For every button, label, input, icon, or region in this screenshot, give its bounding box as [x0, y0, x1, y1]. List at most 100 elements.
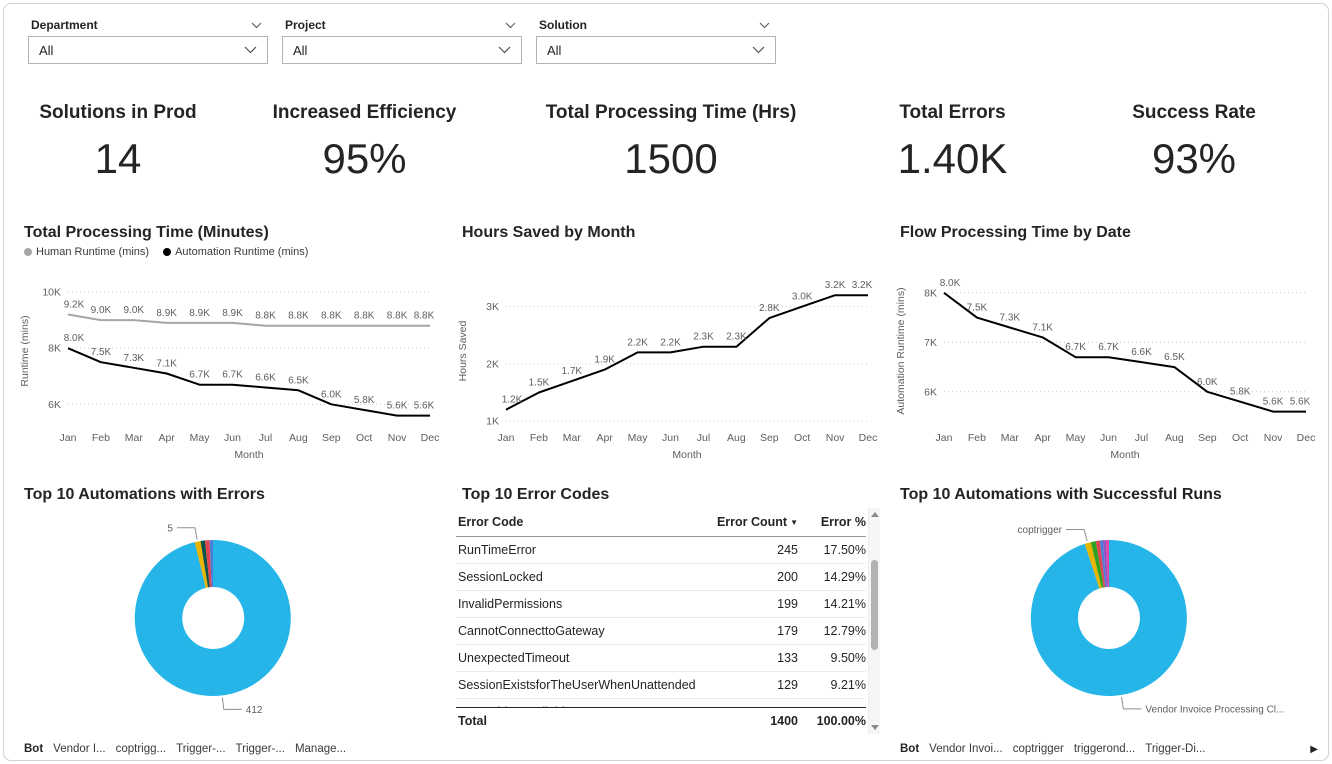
svg-text:Jan: Jan — [936, 432, 953, 444]
legend-item[interactable]: coptrigg... — [115, 743, 167, 755]
table-scrollbar[interactable] — [868, 508, 880, 734]
department-filter-select[interactable]: All — [28, 36, 268, 64]
svg-text:8.8K: 8.8K — [387, 311, 408, 322]
column-header-error-count[interactable]: Error Count ▼ — [716, 515, 798, 529]
svg-text:8K: 8K — [924, 287, 937, 299]
chart-legend: Human Runtime (mins) Automation Runtime (… — [18, 244, 442, 260]
svg-text:7.1K: 7.1K — [156, 359, 177, 370]
scroll-down-icon[interactable] — [871, 725, 879, 730]
svg-text:2.8K: 2.8K — [759, 303, 780, 314]
table-row[interactable]: InvalidPermissions 199 14.21% — [456, 591, 866, 618]
svg-text:8.8K: 8.8K — [321, 311, 342, 322]
table-row[interactable]: SessionExistsforTheUserWhenUnattended 129… — [456, 672, 866, 699]
kpi-value: 1500 — [624, 135, 718, 182]
sort-descending-icon: ▼ — [790, 518, 798, 527]
kpi-total-processing-time: Total Processing Time (Hrs) 1500 — [521, 102, 821, 180]
project-filter-select[interactable]: All — [282, 36, 522, 64]
svg-text:2K: 2K — [486, 358, 499, 370]
legend-item[interactable]: triggerond... — [1073, 743, 1136, 755]
svg-text:5.6K: 5.6K — [1263, 397, 1284, 408]
kpi-title: Success Rate — [1132, 102, 1256, 123]
kpi-title: Total Processing Time (Hrs) — [545, 102, 797, 123]
legend-item[interactable]: Automation Runtime (mins) — [163, 246, 308, 258]
legend-item[interactable]: Human Runtime (mins) — [24, 246, 149, 258]
svg-text:6.5K: 6.5K — [1164, 352, 1185, 363]
table-row[interactable]: CannotConnecttoGateway 179 12.79% — [456, 618, 866, 645]
legend-item[interactable]: Vendor Invoi... — [929, 743, 1003, 755]
svg-text:Jun: Jun — [224, 432, 241, 444]
table-row[interactable]: RunTimeError 245 17.50% — [456, 537, 866, 564]
svg-text:Jul: Jul — [259, 432, 272, 444]
line-chart-total-processing-time[interactable]: 6K 8K 10K Jan Feb Mar Apr May Jun Jul Aug Sep Oct Nov… — [18, 260, 442, 462]
svg-text:Oct: Oct — [794, 432, 810, 444]
filter-project: Project All — [282, 14, 522, 64]
line-chart-hours-saved[interactable]: 1K 2K 3K Jan Feb Mar Apr May Jun Jul Aug Sep Oct Nov D… — [456, 260, 880, 462]
filter-project-header: Project — [282, 14, 522, 36]
donut-automations-with-successful-runs: Top 10 Automations with Successful Runs … — [894, 486, 1318, 759]
chevron-down-icon[interactable] — [251, 22, 262, 29]
error-codes-table: Error Code Error Count ▼ Error % RunTimeE… — [456, 508, 880, 734]
svg-text:9.0K: 9.0K — [91, 305, 112, 316]
svg-text:Jan: Jan — [60, 432, 77, 444]
svg-text:Aug: Aug — [1165, 432, 1184, 444]
svg-text:Hours Saved: Hours Saved — [457, 320, 469, 381]
chevron-down-icon[interactable] — [759, 22, 770, 29]
svg-text:1.7K: 1.7K — [562, 366, 583, 377]
svg-text:1.5K: 1.5K — [529, 378, 550, 389]
legend-dot-icon — [24, 248, 32, 256]
chevron-down-icon — [752, 46, 765, 54]
legend-next-icon[interactable]: ▶ — [1310, 743, 1318, 755]
column-header-error-pct[interactable]: Error % — [820, 515, 866, 529]
legend-item[interactable]: Vendor I... — [53, 743, 106, 755]
table-row[interactable]: UnexpectedTimeout 133 9.50% — [456, 645, 866, 672]
chevron-down-icon[interactable] — [505, 22, 516, 29]
legend-item[interactable]: Trigger-Di... — [1145, 743, 1206, 755]
table-total-row: Total 1400 100.00% — [456, 707, 866, 734]
svg-text:9.0K: 9.0K — [124, 305, 145, 316]
svg-text:May: May — [628, 432, 649, 444]
svg-text:8.8K: 8.8K — [414, 311, 435, 322]
svg-text:6K: 6K — [48, 399, 61, 411]
svg-text:3.2K: 3.2K — [852, 280, 873, 291]
svg-text:6.6K: 6.6K — [1131, 347, 1152, 358]
table-row[interactable]: NoMachineAvailable1007.14% — [456, 699, 866, 707]
svg-text:Jun: Jun — [662, 432, 679, 444]
svg-text:5.8K: 5.8K — [1230, 387, 1251, 398]
legend-item[interactable]: Trigger-... — [235, 743, 285, 755]
chart-title: Hours Saved by Month — [462, 224, 636, 241]
chart-hours-saved-by-month: Hours Saved by Month 1K 2K 3K Jan Feb Mar Apr M… — [456, 224, 880, 467]
legend-title: Bot — [900, 743, 920, 755]
svg-text:6.7K: 6.7K — [1065, 342, 1086, 353]
chart-title: Top 10 Automations with Errors — [24, 486, 265, 503]
svg-text:6.0K: 6.0K — [321, 389, 342, 400]
legend-title: Bot — [24, 743, 44, 755]
svg-text:1.9K: 1.9K — [594, 355, 615, 366]
scrollbar-thumb[interactable] — [871, 560, 878, 650]
svg-text:8.9K: 8.9K — [222, 308, 243, 319]
donut-chart-errors[interactable]: 412 5 — [18, 506, 440, 734]
table-header[interactable]: Error Code Error Count ▼ Error % — [456, 508, 866, 537]
svg-text:9.2K: 9.2K — [64, 300, 85, 311]
chart-title: Top 10 Error Codes — [462, 486, 610, 503]
filter-department: Department All — [28, 14, 268, 64]
solution-filter-select[interactable]: All — [536, 36, 776, 64]
svg-text:Jan: Jan — [498, 432, 515, 444]
filter-value: All — [293, 42, 308, 58]
donut-chart-successful-runs[interactable]: Vendor Invoice Processing Cl... coptrigge… — [894, 506, 1316, 734]
svg-text:6.6K: 6.6K — [255, 373, 276, 384]
svg-text:Apr: Apr — [597, 432, 614, 444]
legend-item[interactable]: Trigger-... — [176, 743, 226, 755]
svg-text:Apr: Apr — [1035, 432, 1052, 444]
legend-item[interactable]: Manage... — [294, 743, 347, 755]
svg-text:8.9K: 8.9K — [189, 308, 210, 319]
legend-item[interactable]: coptrigger — [1012, 743, 1064, 755]
filter-solution-header: Solution — [536, 14, 776, 36]
svg-text:Sep: Sep — [322, 432, 341, 444]
table-row[interactable]: SessionLocked 200 14.29% — [456, 564, 866, 591]
svg-text:May: May — [1066, 432, 1087, 444]
column-header-error-code[interactable]: Error Code — [458, 515, 524, 529]
scroll-up-icon[interactable] — [871, 512, 879, 517]
svg-text:5.6K: 5.6K — [387, 401, 408, 412]
line-chart-flow-processing-time[interactable]: 6K 7K 8K Jan Feb Mar Apr May Jun Jul Aug Sep Oct Nov D… — [894, 260, 1318, 462]
svg-text:Nov: Nov — [826, 432, 845, 444]
